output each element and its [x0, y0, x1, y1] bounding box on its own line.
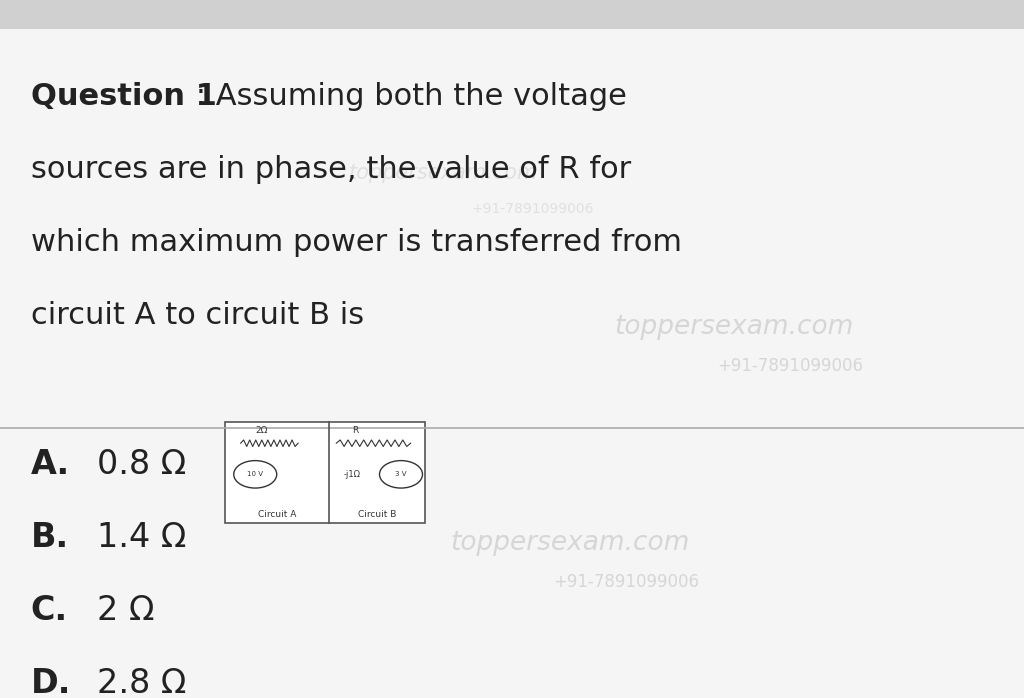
- Text: +91-7891099006: +91-7891099006: [471, 202, 594, 216]
- Text: toppersexam.com: toppersexam.com: [451, 530, 690, 556]
- Text: 1.4 Ω: 1.4 Ω: [97, 521, 186, 554]
- Text: A.: A.: [31, 448, 70, 481]
- Text: 3 V: 3 V: [395, 471, 407, 477]
- Text: Circuit B: Circuit B: [357, 510, 396, 519]
- Text: 2 Ω: 2 Ω: [97, 594, 155, 628]
- Text: R: R: [352, 426, 358, 435]
- Text: +91-7891099006: +91-7891099006: [553, 573, 699, 591]
- Text: sources are in phase, the value of R for: sources are in phase, the value of R for: [31, 155, 631, 184]
- Text: which maximum power is transferred from: which maximum power is transferred from: [31, 228, 682, 257]
- Text: D.: D.: [31, 667, 71, 698]
- Text: circuit A to circuit B is: circuit A to circuit B is: [31, 302, 364, 330]
- Text: : Assuming both the voltage: : Assuming both the voltage: [186, 82, 628, 111]
- Text: toppersexam.com: toppersexam.com: [348, 163, 538, 184]
- Text: C.: C.: [31, 594, 68, 628]
- Text: Circuit A: Circuit A: [258, 510, 296, 519]
- Text: toppersexam.com: toppersexam.com: [614, 314, 854, 340]
- Text: +91-7891099006: +91-7891099006: [717, 357, 863, 375]
- Text: 0.8 Ω: 0.8 Ω: [97, 448, 186, 481]
- Text: -j1Ω: -j1Ω: [344, 470, 360, 479]
- Text: 10 V: 10 V: [247, 471, 263, 477]
- Text: Question 1: Question 1: [31, 82, 217, 111]
- Bar: [225, 422, 425, 523]
- Text: 2.8 Ω: 2.8 Ω: [97, 667, 186, 698]
- Text: B.: B.: [31, 521, 69, 554]
- Bar: [0, 0, 1024, 29]
- Text: 2Ω: 2Ω: [255, 426, 267, 435]
